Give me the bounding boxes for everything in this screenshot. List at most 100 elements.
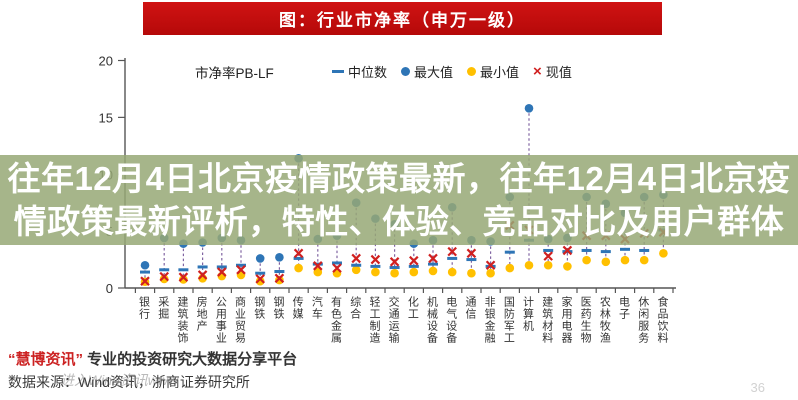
max-point	[524, 103, 534, 113]
y-tick-label: 20	[99, 54, 113, 69]
chart-legend: 中位数 最大值 最小值 × 现值	[332, 62, 572, 81]
median-marker	[312, 262, 323, 266]
current-marker	[543, 251, 553, 261]
median-marker	[581, 248, 592, 252]
min-point	[409, 267, 419, 277]
legend-label: 最大值	[414, 65, 454, 80]
min-point	[371, 267, 380, 277]
min-point	[447, 267, 457, 277]
y-tick-label: 0	[106, 281, 113, 296]
max-point	[275, 252, 284, 262]
data-source-line: 数据来源：Wind资讯，浙商证券研究所 进入Wind资讯www	[8, 372, 250, 392]
min-point	[582, 255, 591, 265]
min-point	[294, 263, 303, 273]
current-marker	[447, 246, 457, 257]
current-marker	[255, 274, 265, 284]
median-dash-icon	[332, 70, 344, 73]
platform-caption: “慧博资讯” 专业的投资研究大数据分享平台	[8, 348, 297, 369]
min-point	[428, 266, 438, 276]
legend-item-3: 最小值	[467, 62, 519, 81]
chart-title: 图：行业市净率（申万一级）	[279, 11, 526, 30]
x-mark-icon: ×	[533, 63, 542, 80]
min-point	[505, 263, 515, 273]
min-point	[524, 260, 534, 270]
page-number: 36	[750, 380, 765, 395]
median-marker	[504, 250, 515, 254]
median-marker	[543, 248, 554, 252]
min-point	[601, 257, 611, 267]
min-point	[486, 268, 495, 278]
median-marker	[428, 262, 438, 266]
current-marker	[466, 248, 477, 259]
current-marker	[562, 245, 573, 256]
median-marker	[140, 270, 150, 274]
current-marker	[370, 254, 381, 265]
min-point	[179, 275, 188, 284]
legend-label: 中位数	[348, 65, 388, 80]
min-point	[159, 274, 169, 284]
median-marker	[197, 265, 208, 269]
min-point	[620, 255, 630, 265]
current-marker	[351, 253, 361, 264]
brand-name: “慧博资讯”	[8, 351, 84, 368]
current-marker	[236, 265, 246, 275]
chart-title-banner: 图：行业市净率（申万一级）	[143, 2, 662, 35]
current-marker	[389, 257, 400, 267]
median-marker	[466, 258, 477, 262]
median-marker	[600, 250, 611, 254]
max-point	[255, 254, 265, 263]
current-marker	[217, 267, 227, 277]
median-marker	[293, 256, 304, 260]
min-point	[563, 262, 572, 271]
legend-label: 最小值	[480, 65, 520, 80]
overlay-text-line1: 往年12月4日北京疫情政策最新，往年12月4日北京疫	[7, 160, 791, 197]
min-point	[467, 268, 476, 278]
axis-title: 市净率PB-LF	[195, 66, 274, 81]
min-point	[275, 275, 284, 285]
y-tick-label: 15	[99, 110, 113, 125]
current-marker	[293, 248, 304, 259]
min-point	[659, 249, 668, 258]
legend-item-2: 最大值	[401, 62, 453, 81]
median-marker	[639, 248, 650, 252]
min-point	[390, 268, 399, 278]
current-marker	[159, 271, 169, 282]
min-point	[313, 267, 323, 277]
median-marker	[274, 270, 285, 274]
current-marker	[178, 272, 189, 282]
legend-item-4: × 现值	[533, 62, 572, 81]
median-marker	[236, 263, 246, 267]
min-point	[543, 260, 553, 270]
median-marker	[216, 265, 227, 269]
overlay-text-line2: 情政策最新评析，特性、体验、竞品对比及用户群体	[13, 203, 785, 240]
median-marker	[332, 261, 342, 265]
watermark-text: 进入Wind资讯www	[60, 372, 179, 388]
median-marker	[351, 263, 362, 267]
current-marker	[140, 276, 150, 286]
current-marker	[485, 260, 496, 271]
median-marker	[178, 268, 189, 272]
current-marker	[313, 261, 323, 271]
min-point	[255, 276, 265, 286]
median-marker	[370, 264, 381, 268]
current-marker	[274, 273, 285, 284]
current-marker	[428, 253, 438, 264]
dot-icon	[401, 67, 411, 76]
legend-label: 现值	[545, 65, 572, 80]
median-marker	[620, 247, 630, 251]
legend-item-1: 中位数	[332, 62, 387, 81]
min-point	[639, 255, 649, 265]
min-point	[351, 265, 361, 275]
current-marker	[409, 255, 419, 266]
seo-text-overlay: 往年12月4日北京疫情政策最新，往年12月4日北京疫 情政策最新评析，特性、体验…	[0, 155, 798, 245]
data-source-text: 数据来源：Wind资讯，浙商证券研究所	[8, 374, 250, 390]
brand-description: 专业的投资研究大数据分享平台	[83, 351, 298, 368]
median-marker	[389, 266, 400, 270]
median-marker	[408, 264, 419, 268]
max-point	[140, 260, 150, 270]
median-marker	[447, 256, 458, 260]
median-marker	[159, 268, 170, 272]
current-marker	[197, 270, 208, 280]
dot-icon	[467, 67, 477, 76]
